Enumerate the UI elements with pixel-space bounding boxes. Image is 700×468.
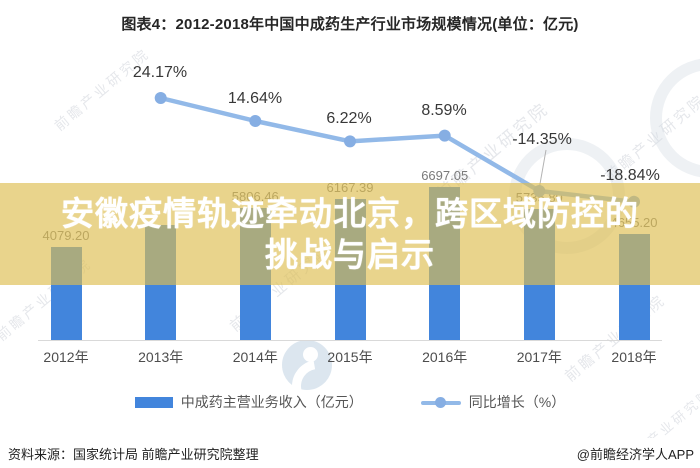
- growth-value-label: 6.22%: [326, 110, 372, 127]
- x-axis-label: 2012年: [43, 349, 89, 365]
- growth-value-label: 8.59%: [421, 102, 467, 119]
- legend-label-growth: 同比增长（%）: [468, 394, 566, 410]
- footer-bar: 资料来源：国家统计局 前瞻产业研究院整理 @前瞻经济学人APP: [0, 438, 700, 468]
- line-series-swatch: [420, 396, 461, 408]
- legend-label-revenue: 中成药主营业务收入（亿元）: [180, 394, 363, 410]
- legend-item-revenue: 中成药主营业务收入（亿元）: [134, 392, 363, 412]
- x-axis-label: 2018年: [611, 349, 657, 365]
- chart-title: 图表4：2012-2018年中国中成药生产行业市场规模情况(单位：亿元): [121, 16, 579, 33]
- data-source-text: 资料来源：国家统计局 前瞻产业研究院整理: [8, 447, 259, 462]
- chart-legend: 中成药主营业务收入（亿元） 同比增长（%）: [0, 392, 700, 412]
- legend-item-growth: 同比增长（%）: [420, 392, 566, 412]
- headline-line-2: 挑战与启示: [265, 236, 435, 273]
- growth-value-label: -14.35%: [512, 131, 572, 148]
- growth-value-label: 24.17%: [132, 64, 188, 81]
- bar-series-swatch: [134, 396, 173, 408]
- credit-text: @前瞻经济学人APP: [576, 447, 694, 462]
- headline-line-1: 安徽疫情轨迹牵动北京，跨区域防控的: [61, 195, 639, 232]
- x-axis-label: 2013年: [138, 349, 184, 365]
- x-axis-label: 2017年: [516, 349, 562, 365]
- line-swatch-dot: [434, 396, 446, 408]
- x-axis-label: 2014年: [232, 349, 278, 365]
- x-axis-line: [38, 340, 662, 341]
- growth-value-label: 14.64%: [227, 90, 283, 107]
- x-axis-label: 2015年: [327, 349, 373, 365]
- bar-value-label: 6697.05: [421, 168, 469, 184]
- headline-banner: 安徽疫情轨迹牵动北京，跨区域防控的 挑战与启示: [0, 183, 700, 285]
- x-axis-label: 2016年: [422, 349, 468, 365]
